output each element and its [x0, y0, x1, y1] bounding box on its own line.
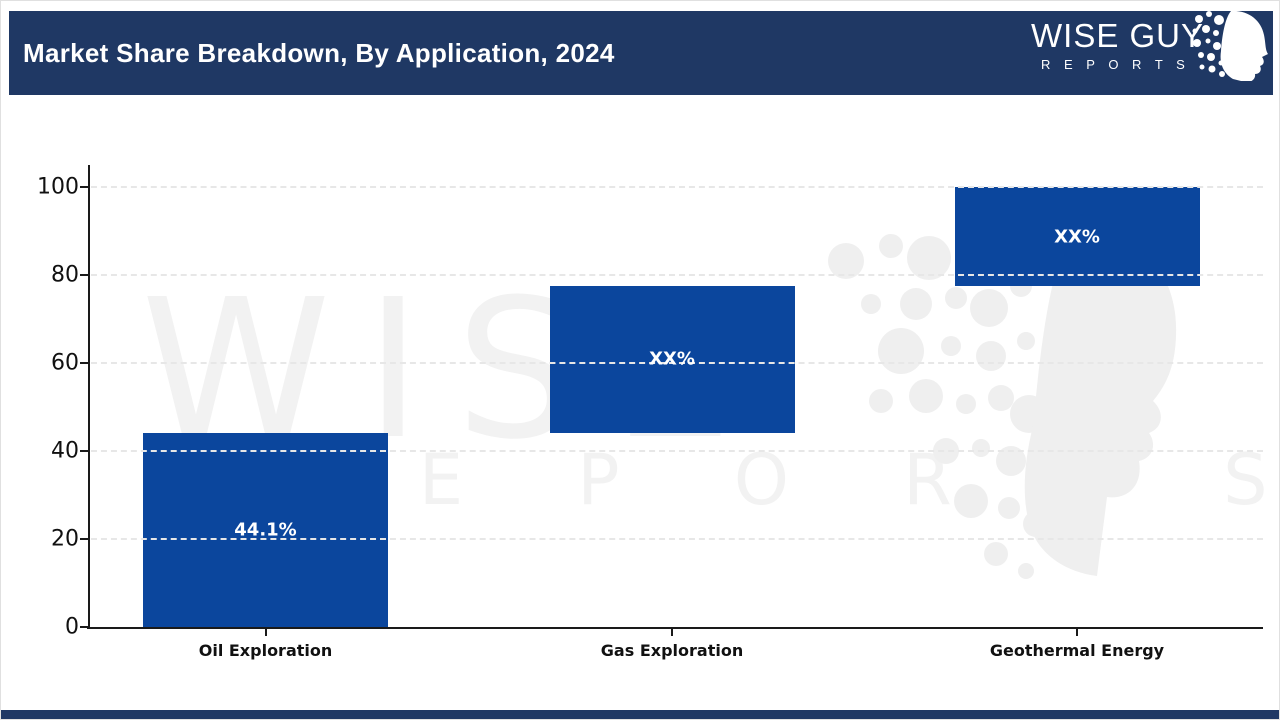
bar-value-label: 44.1% [234, 519, 297, 541]
gridline-40 [91, 450, 1263, 452]
y-tick-mark [80, 186, 88, 188]
y-tick-mark [80, 274, 88, 276]
gridline-60 [91, 362, 1263, 364]
y-tick-label: 20 [51, 526, 79, 552]
x-tick-mark [1076, 629, 1078, 636]
logo-wordmark: WISE GUY [1031, 17, 1204, 54]
y-tick-mark [80, 450, 88, 452]
bar-geothermal-energy [954, 187, 1200, 286]
page-title: Market Share Breakdown, By Application, … [23, 37, 615, 68]
gridline-20 [91, 538, 1263, 540]
y-tick-label: 80 [51, 262, 79, 288]
header-band: Market Share Breakdown, By Application, … [9, 11, 1273, 95]
y-tick-label: 0 [65, 614, 79, 640]
x-category-label: Geothermal Energy [989, 641, 1165, 660]
x-tick-mark [671, 629, 673, 636]
logo-sub-text: R E P O R T S [1041, 57, 1190, 72]
gridline-100 [91, 186, 1263, 188]
x-category-label: Gas Exploration [600, 641, 744, 660]
y-axis-line [88, 165, 90, 629]
y-tick-label: 40 [51, 438, 79, 464]
x-category-label: Oil Exploration [198, 641, 333, 660]
logo-face-icon [1192, 10, 1268, 81]
wise-guy-reports-logo: WISE GUY R E P O R T S [1031, 10, 1268, 81]
y-tick-mark [80, 626, 88, 628]
bar-gas-exploration [549, 286, 795, 433]
y-tick-mark [80, 362, 88, 364]
x-axis-line [87, 627, 1263, 629]
footer-band [1, 710, 1279, 719]
y-tick-label: 100 [37, 174, 79, 200]
bar-oil-exploration [143, 432, 388, 627]
bar-value-label: XX% [1054, 226, 1100, 247]
gridline-80 [91, 274, 1263, 276]
y-tick-label: 60 [51, 350, 79, 376]
bar-value-label: XX% [649, 348, 695, 370]
x-tick-mark [264, 629, 267, 636]
y-tick-mark [80, 538, 88, 540]
